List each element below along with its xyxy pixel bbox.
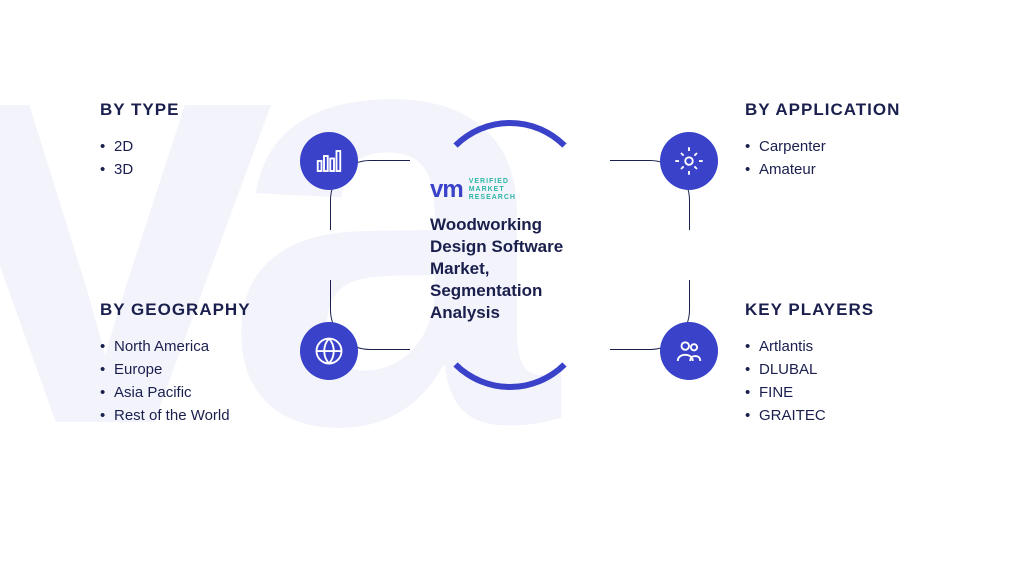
list-by-type: 2D 3D — [100, 138, 179, 178]
section-by-geography: BY GEOGRAPHY North America Europe Asia P… — [100, 300, 251, 430]
bar-chart-icon — [300, 132, 358, 190]
list-item: FINE — [745, 384, 874, 401]
list-item: North America — [100, 338, 251, 355]
logo: vm VERIFIED MARKET RESEARCH — [430, 176, 516, 204]
list-item: Europe — [100, 361, 251, 378]
list-item: 3D — [100, 161, 179, 178]
center-content: vm VERIFIED MARKET RESEARCH Woodworking … — [410, 150, 610, 350]
list-item: Amateur — [745, 161, 900, 178]
list-item: Carpenter — [745, 138, 900, 155]
section-key-players: KEY PLAYERS Artlantis DLUBAL FINE GRAITE… — [745, 300, 874, 430]
section-title-application: BY APPLICATION — [745, 100, 900, 120]
people-icon — [660, 322, 718, 380]
section-by-application: BY APPLICATION Carpenter Amateur — [745, 100, 900, 184]
logo-mark: vm — [430, 176, 463, 204]
list-by-geography: North America Europe Asia Pacific Rest o… — [100, 338, 251, 424]
list-item: 2D — [100, 138, 179, 155]
logo-text: VERIFIED MARKET RESEARCH — [469, 178, 516, 201]
section-title-geography: BY GEOGRAPHY — [100, 300, 251, 320]
globe-icon — [300, 322, 358, 380]
list-item: Artlantis — [745, 338, 874, 355]
list-item: GRAITEC — [745, 407, 874, 424]
gear-icon — [660, 132, 718, 190]
diagram-container: BY TYPE 2D 3D BY GEOGRAPHY North America… — [0, 0, 1024, 576]
center-title: Woodworking Design Software Market, Segm… — [430, 214, 595, 324]
list-by-application: Carpenter Amateur — [745, 138, 900, 178]
list-item: Asia Pacific — [100, 384, 251, 401]
list-item: Rest of the World — [100, 407, 251, 424]
list-item: DLUBAL — [745, 361, 874, 378]
list-key-players: Artlantis DLUBAL FINE GRAITEC — [745, 338, 874, 424]
logo-line: RESEARCH — [469, 194, 516, 202]
logo-line: MARKET — [469, 186, 516, 194]
logo-line: VERIFIED — [469, 178, 516, 186]
section-by-type: BY TYPE 2D 3D — [100, 100, 179, 184]
section-title-players: KEY PLAYERS — [745, 300, 874, 320]
section-title-type: BY TYPE — [100, 100, 179, 120]
